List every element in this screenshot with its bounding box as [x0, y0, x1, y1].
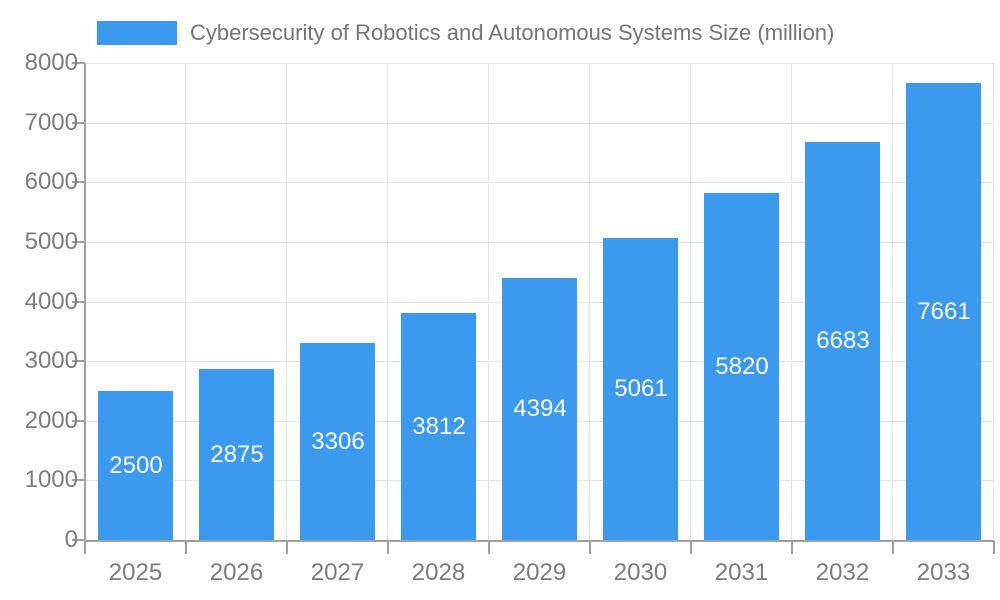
- v-gridline: [286, 63, 287, 540]
- x-axis-tick-label: 2029: [512, 559, 567, 586]
- x-axis-tick-label: 2026: [209, 559, 264, 586]
- x-axis-tick: [791, 541, 793, 554]
- bar-2030[interactable]: [603, 238, 678, 540]
- bar-value-label: 4394: [513, 395, 567, 422]
- bar-2028[interactable]: [401, 313, 476, 540]
- bar-2029[interactable]: [502, 278, 577, 540]
- h-gridline: [85, 182, 994, 183]
- x-axis-tick: [589, 541, 591, 554]
- v-gridline: [690, 63, 691, 540]
- v-gridline: [185, 63, 186, 540]
- y-axis-tick-label: 1000: [24, 466, 78, 493]
- y-axis-tick: [72, 62, 85, 64]
- x-axis-tick: [387, 541, 389, 554]
- v-gridline: [892, 63, 893, 540]
- bar-2032[interactable]: [805, 142, 880, 540]
- bar-value-label: 5061: [614, 375, 668, 402]
- x-axis-tick: [993, 541, 995, 554]
- x-axis-tick-label: 2028: [411, 559, 466, 586]
- x-axis-tick-label: 2032: [815, 559, 870, 586]
- v-gridline: [488, 63, 489, 540]
- v-gridline: [589, 63, 590, 540]
- y-axis-tick-label: 2000: [24, 407, 78, 434]
- bar-value-label: 7661: [917, 298, 971, 325]
- x-axis-tick: [892, 541, 894, 554]
- y-axis-tick: [72, 241, 85, 243]
- x-axis-tick-label: 2027: [310, 559, 365, 586]
- x-axis-tick: [185, 541, 187, 554]
- bar-value-label: 2875: [210, 441, 264, 468]
- x-axis-tick: [690, 541, 692, 554]
- y-axis-tick: [72, 181, 85, 183]
- x-axis-tick: [84, 541, 86, 554]
- y-axis-tick: [72, 122, 85, 124]
- v-gridline: [993, 63, 994, 540]
- h-gridline: [85, 123, 994, 124]
- x-axis-tick: [488, 541, 490, 554]
- plot-area: 2500 2875 3306 3812 4394 5061 5820 6683 7661: [85, 63, 994, 540]
- bar-value-label: 3812: [412, 413, 466, 440]
- x-axis-tick: [286, 541, 288, 554]
- y-axis-tick: [72, 539, 85, 541]
- bar-value-label: 2500: [109, 452, 163, 479]
- y-axis-tick-label: 6000: [24, 168, 78, 195]
- y-axis-tick: [72, 420, 85, 422]
- y-axis-tick-label: 7000: [24, 109, 78, 136]
- v-gridline: [387, 63, 388, 540]
- y-axis-tick: [72, 301, 85, 303]
- bar-value-label: 5820: [715, 353, 769, 380]
- x-axis-tick-label: 2030: [613, 559, 668, 586]
- x-axis-tick-label: 2033: [916, 559, 971, 586]
- legend-swatch-icon: [97, 21, 177, 45]
- bar-value-label: 6683: [816, 327, 870, 354]
- h-gridline: [85, 63, 994, 64]
- y-axis-tick-label: 3000: [24, 347, 78, 374]
- x-axis-tick-label: 2031: [714, 559, 769, 586]
- v-gridline: [791, 63, 792, 540]
- legend-label: Cybersecurity of Robotics and Autonomous…: [190, 20, 835, 45]
- y-axis-tick-label: 0: [64, 526, 78, 553]
- h-gridline: [85, 242, 994, 243]
- y-axis-tick: [72, 360, 85, 362]
- y-axis-line: [84, 63, 86, 542]
- bar-2026[interactable]: [199, 369, 274, 540]
- x-axis-line: [84, 540, 994, 542]
- y-axis-tick: [72, 479, 85, 481]
- bar-value-label: 3306: [311, 428, 365, 455]
- x-axis-tick-label: 2025: [108, 559, 163, 586]
- y-axis-tick-label: 8000: [24, 49, 78, 76]
- bar-2033[interactable]: [906, 83, 981, 540]
- bar-2025[interactable]: [98, 391, 173, 540]
- bar-2027[interactable]: [300, 343, 375, 540]
- legend-item[interactable]: Cybersecurity of Robotics and Autonomous…: [97, 20, 834, 46]
- bar-2031[interactable]: [704, 193, 779, 540]
- y-axis-tick-label: 4000: [24, 288, 78, 315]
- y-axis-tick-label: 5000: [24, 228, 78, 255]
